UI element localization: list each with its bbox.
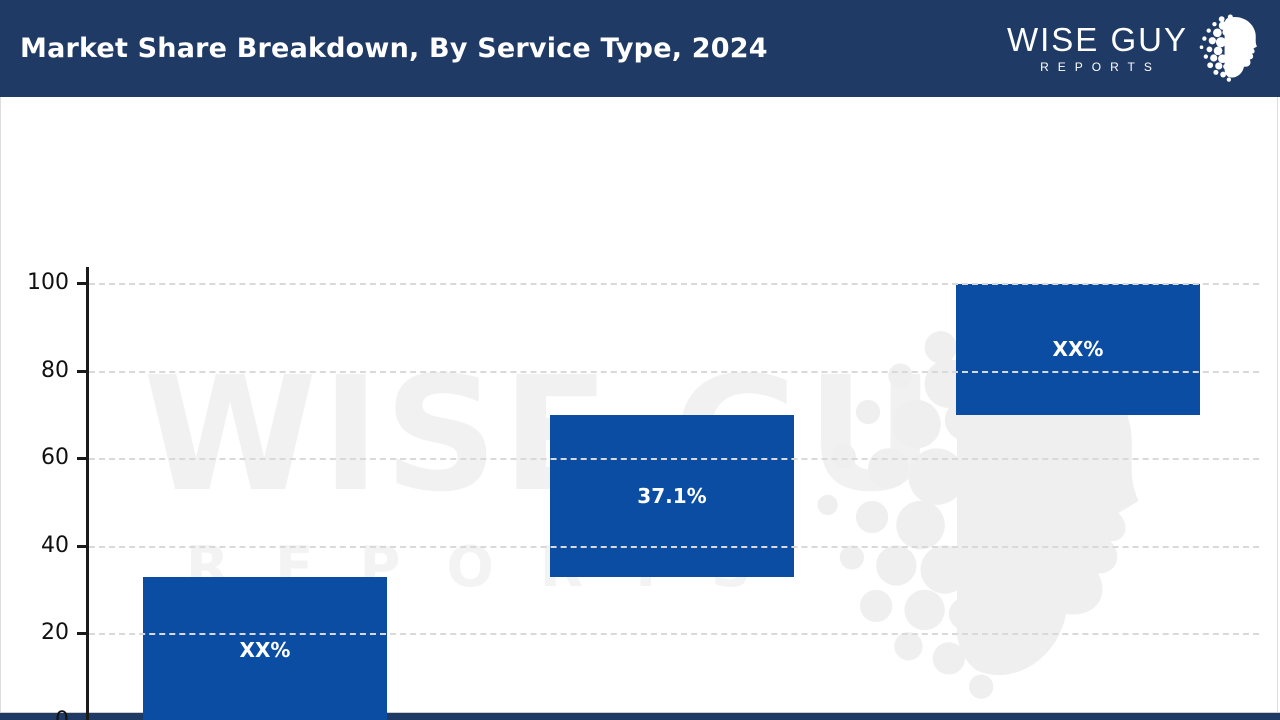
y-axis-line [86, 267, 89, 720]
bar-segment: XX% [956, 284, 1200, 415]
chart-area: WISE GUY REPORTS 020406080100XX%Performa… [0, 97, 1278, 720]
gridline-60 [89, 458, 1259, 461]
bar-value-label: XX% [1052, 337, 1104, 362]
header-bar: Market Share Breakdown, By Service Type,… [0, 0, 1280, 97]
bar-segment: 37.1% [550, 414, 794, 578]
wiseguy-logo: WISE GUY REPORTS [1007, 9, 1262, 89]
logo-subtext: REPORTS [1040, 60, 1161, 74]
bar-value-label: 37.1% [637, 483, 707, 508]
plot-area: 020406080100XX%PerformanceTesting37.1%Qu… [27, 267, 1259, 720]
bar-segment: XX% [143, 577, 387, 720]
bar-value-label: XX% [239, 637, 291, 662]
gridline-100 [89, 283, 1259, 285]
footer-hairline [0, 712, 1280, 713]
chart-title: Market Share Breakdown, By Service Type,… [20, 33, 768, 64]
y-tick-mark [77, 282, 86, 285]
logo-text: WISE GUY REPORTS [1006, 21, 1188, 75]
y-tick-mark [77, 632, 86, 636]
y-tick-label: 60 [41, 445, 69, 471]
y-tick-mark [77, 369, 86, 373]
logo-head-icon [1190, 9, 1262, 89]
y-tick-label: 20 [41, 620, 69, 646]
y-tick-label: 0 [3, 707, 69, 720]
y-tick-mark [77, 457, 86, 461]
y-tick-label: 100 [27, 270, 69, 295]
footer-bar [0, 713, 1280, 720]
y-tick-label: 80 [41, 357, 69, 383]
y-tick-mark [77, 544, 86, 548]
logo-wordmark: WISE GUY [1006, 21, 1188, 58]
gridline-20 [89, 633, 1259, 636]
gridline-40 [89, 545, 1259, 548]
y-tick-label: 40 [41, 532, 69, 558]
gridline-80 [89, 370, 1259, 373]
